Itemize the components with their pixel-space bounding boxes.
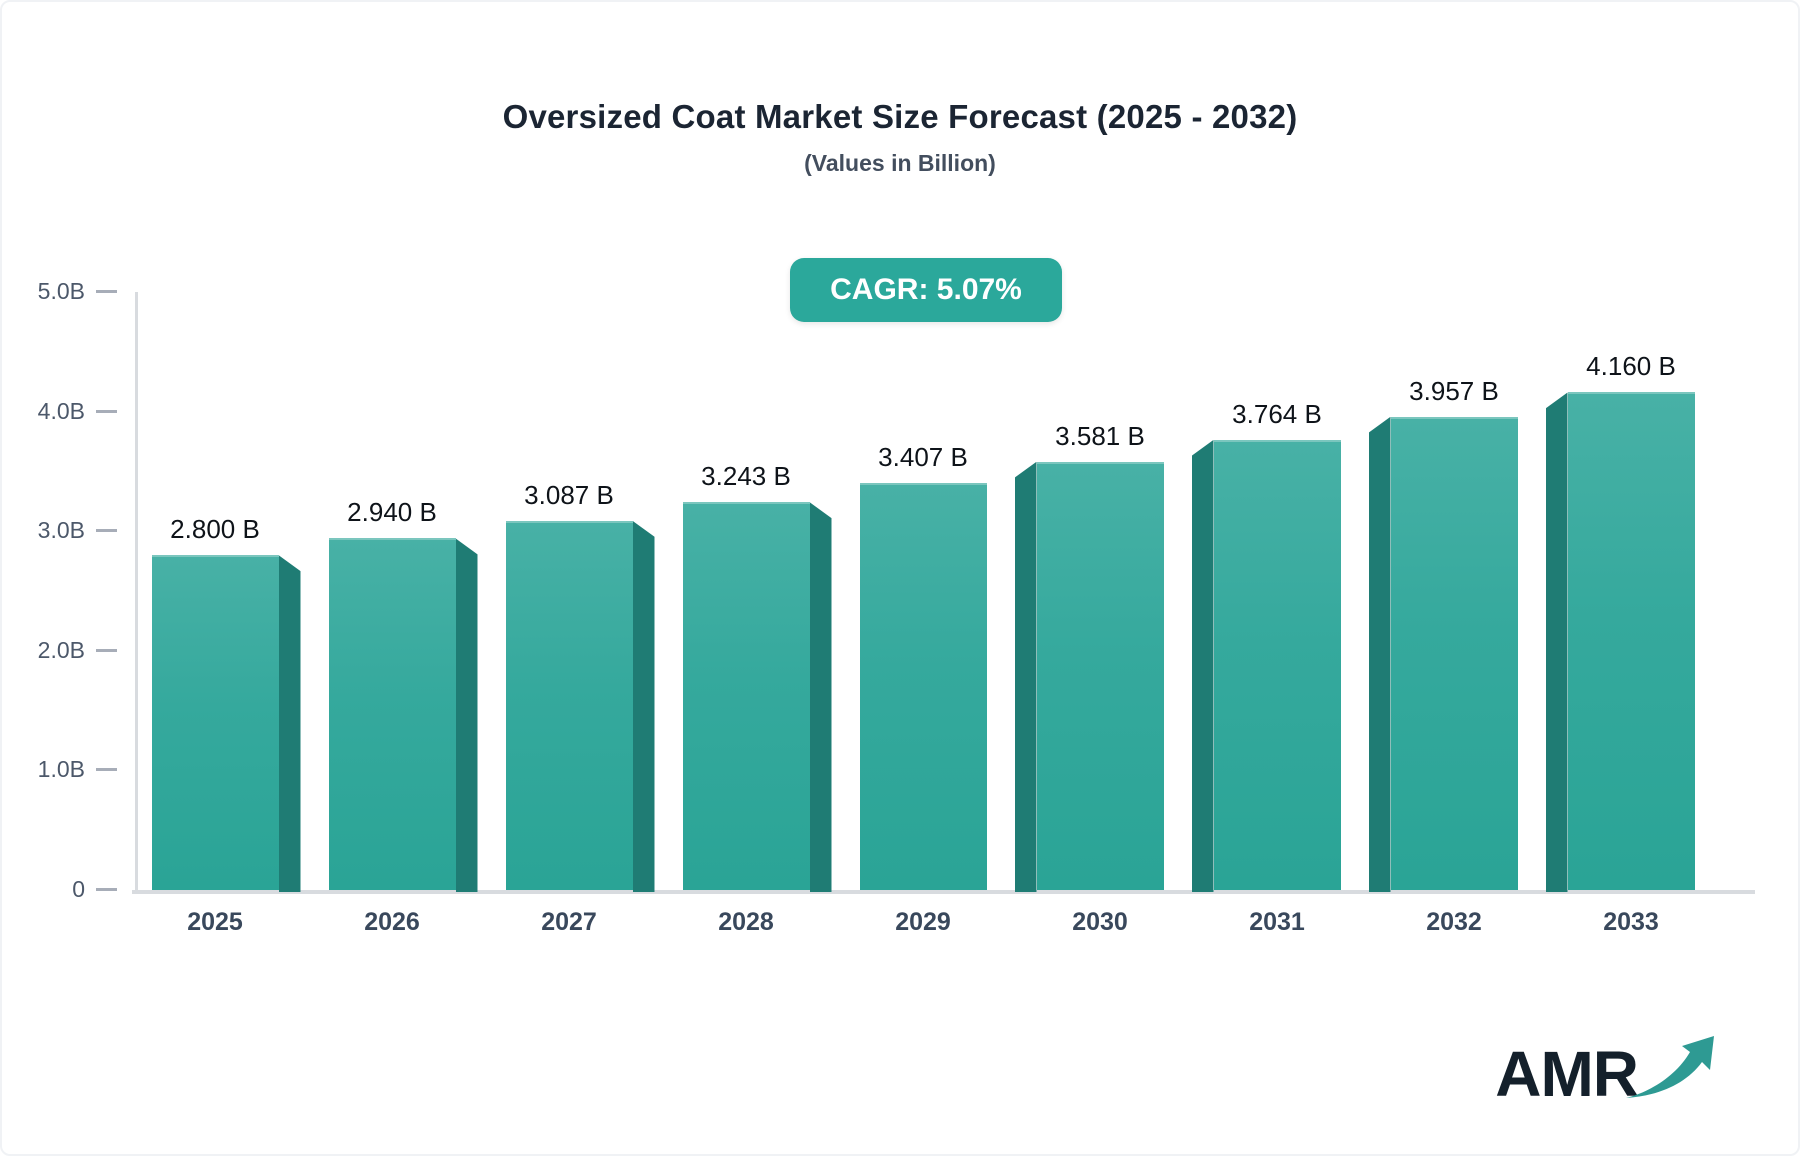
bar-2030-side-face bbox=[1014, 461, 1037, 892]
x-axis-label-2030: 2030 bbox=[1072, 908, 1128, 936]
bar-2033-side-face bbox=[1545, 392, 1568, 892]
bar-2028 bbox=[682, 502, 810, 890]
y-tick-label: 0 bbox=[72, 876, 85, 902]
bar-value-label-2030: 3.581 B bbox=[1055, 420, 1145, 451]
bar-2029 bbox=[859, 482, 987, 890]
y-tick-mark bbox=[96, 648, 117, 652]
y-tick-label: 5.0B bbox=[37, 278, 85, 304]
y-tick-label: 3.0B bbox=[37, 517, 85, 544]
x-axis-label-2032: 2032 bbox=[1426, 908, 1482, 936]
amr-logo: AMR bbox=[1495, 1026, 1720, 1106]
x-axis-label-2029: 2029 bbox=[895, 908, 951, 936]
bar-2027 bbox=[505, 520, 633, 890]
x-axis-line bbox=[132, 890, 1755, 894]
bar-2033 bbox=[1567, 392, 1695, 890]
amr-logo-text: AMR bbox=[1495, 1038, 1639, 1110]
y-tick-mark bbox=[96, 768, 117, 772]
y-tick-mark bbox=[96, 290, 117, 293]
x-axis-label-2026: 2026 bbox=[364, 908, 420, 936]
chart-subtitle: (Values in Billion) bbox=[804, 150, 996, 176]
bar-2026-side-face bbox=[455, 538, 478, 892]
bar-2030 bbox=[1036, 461, 1164, 890]
cagr-badge: CAGR: 5.07% bbox=[790, 258, 1062, 322]
bar-value-label-2025: 2.800 B bbox=[170, 514, 260, 545]
bar-2032 bbox=[1390, 416, 1518, 890]
bar-2031-side-face bbox=[1191, 439, 1214, 892]
growth-arrow-icon bbox=[1626, 1036, 1714, 1098]
cagr-badge-label: CAGR: 5.07% bbox=[830, 273, 1022, 306]
bar-2027-side-face bbox=[632, 520, 655, 892]
y-axis-line bbox=[135, 292, 138, 890]
y-tick-label: 2.0B bbox=[37, 636, 85, 663]
y-tick-mark bbox=[96, 888, 117, 891]
x-axis-label-2027: 2027 bbox=[541, 908, 597, 936]
bar-value-label-2027: 3.087 B bbox=[524, 479, 614, 510]
y-tick-mark bbox=[96, 529, 117, 533]
bar-2026 bbox=[328, 538, 456, 890]
bar-2031 bbox=[1213, 439, 1341, 890]
bar-2028-side-face bbox=[809, 502, 832, 892]
bar-value-label-2032: 3.957 B bbox=[1409, 375, 1499, 406]
bar-2025-side-face bbox=[278, 555, 301, 892]
x-axis-label-2028: 2028 bbox=[718, 908, 774, 936]
bar-value-label-2033: 4.160 B bbox=[1586, 351, 1676, 382]
y-tick-label: 1.0B bbox=[37, 756, 85, 783]
bar-2025 bbox=[151, 555, 279, 890]
x-axis-label-2025: 2025 bbox=[187, 908, 243, 936]
chart-title: Oversized Coat Market Size Forecast (202… bbox=[502, 98, 1298, 135]
bar-value-label-2029: 3.407 B bbox=[878, 441, 968, 472]
bar-value-label-2028: 3.243 B bbox=[701, 461, 791, 492]
x-axis-label-2033: 2033 bbox=[1603, 908, 1659, 936]
x-axis-label-2031: 2031 bbox=[1249, 908, 1305, 936]
bar-value-label-2031: 3.764 B bbox=[1232, 398, 1322, 429]
y-tick-mark bbox=[96, 409, 117, 413]
bar-value-label-2026: 2.940 B bbox=[347, 497, 437, 528]
bar-chart: 0 1.0B 2.0B 3.0B 4.0B 5.0B 2.800 B 2025 2.940 B… bbox=[38, 278, 1755, 936]
y-tick-label: 4.0B bbox=[37, 397, 85, 424]
bar-2032-side-face bbox=[1368, 416, 1391, 892]
